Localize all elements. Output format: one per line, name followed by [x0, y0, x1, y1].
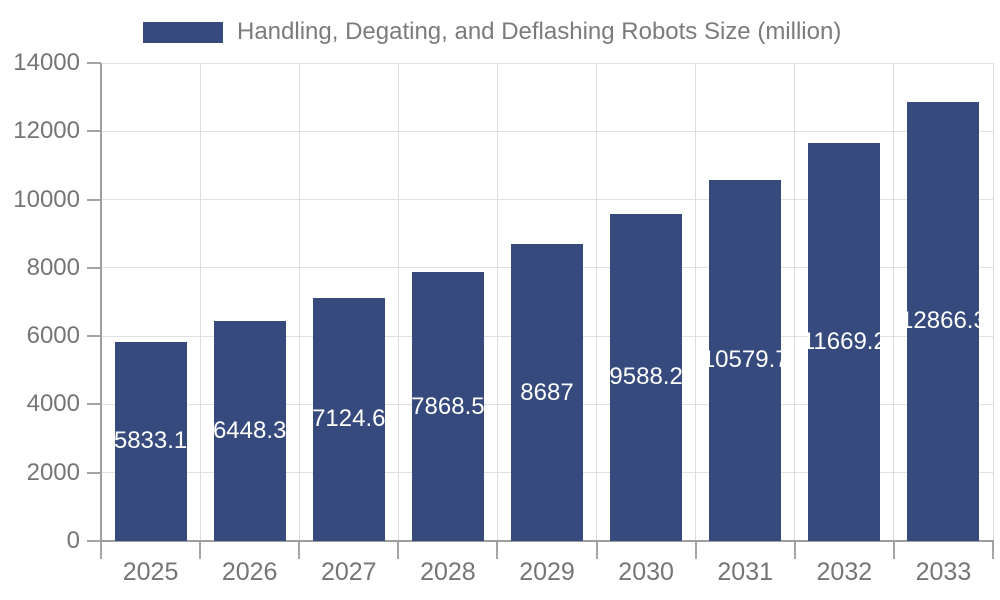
bar-value-label: 6448.3	[213, 416, 286, 444]
legend-label: Handling, Degating, and Deflashing Robot…	[237, 18, 842, 45]
bar-2032[interactable]: 11669.2	[808, 142, 881, 541]
gridline-vertical	[298, 63, 300, 541]
y-axis-tick-mark	[87, 62, 101, 64]
x-tick-label: 2029	[519, 558, 575, 586]
bar-value-label: 10579.7	[709, 346, 781, 374]
bar-2027[interactable]: 7124.6	[312, 297, 385, 541]
y-axis-tick-mark	[87, 198, 101, 201]
x-tick-label: 2028	[420, 558, 476, 586]
bar-value-label: 9588.2	[610, 363, 683, 391]
y-axis-tick-mark	[87, 335, 101, 338]
x-axis-tick-mark	[892, 541, 895, 559]
gridline-vertical	[199, 63, 201, 541]
y-axis-line	[100, 63, 102, 541]
x-axis-tick-mark	[397, 541, 400, 559]
x-axis-tick-mark	[100, 541, 102, 559]
x-tick-label: 2030	[618, 558, 674, 586]
bar-value-label: 7124.6	[312, 405, 385, 433]
gridline-vertical	[496, 63, 498, 541]
x-axis-tick-mark	[199, 541, 202, 559]
x-tick-label: 2026	[221, 558, 278, 586]
x-axis-line	[100, 540, 994, 542]
gridline-horizontal	[101, 62, 993, 64]
x-tick-label: 2027	[320, 558, 377, 586]
y-axis-tick-mark	[87, 403, 101, 406]
y-axis-tick-mark	[87, 266, 101, 269]
y-tick-label: 4000	[26, 390, 80, 418]
y-axis-tick-mark	[87, 471, 101, 474]
bar-2028[interactable]: 7868.5	[411, 272, 484, 541]
x-tick-label: 2025	[122, 558, 179, 586]
y-tick-label: 12000	[13, 117, 80, 145]
gridline-vertical	[992, 63, 994, 541]
gridline-horizontal	[101, 199, 993, 201]
bar-value-label: 7868.5	[411, 392, 484, 420]
x-tick-label: 2031	[717, 558, 774, 586]
y-tick-label: 8000	[26, 253, 80, 281]
gridline-vertical	[397, 63, 399, 541]
y-axis-tick-mark	[87, 540, 101, 542]
y-tick-label: 2000	[26, 458, 80, 486]
gridline-vertical	[596, 63, 598, 541]
bar-value-label: 12866.3	[907, 307, 979, 335]
bar-2026[interactable]: 6448.3	[213, 320, 286, 541]
x-axis-tick-mark	[496, 541, 499, 559]
gridline-horizontal	[101, 130, 993, 132]
gridline-vertical	[893, 63, 895, 541]
legend-item[interactable]: Handling, Degating, and Deflashing Robot…	[143, 18, 841, 46]
y-axis-tick-mark	[87, 130, 101, 133]
x-tick-label: 2032	[816, 558, 873, 586]
y-tick-label: 14000	[13, 49, 80, 76]
x-axis-tick-mark	[595, 541, 598, 559]
bar-2033[interactable]: 12866.3	[907, 101, 980, 541]
y-tick-label: 6000	[26, 322, 80, 350]
bar-value-label: 11669.2	[808, 327, 881, 355]
legend-swatch	[143, 21, 223, 43]
gridline-vertical	[794, 63, 796, 541]
x-axis-tick-mark	[992, 541, 994, 559]
y-tick-label: 0	[66, 527, 80, 554]
y-tick-label: 10000	[13, 185, 80, 213]
x-axis-tick-mark	[298, 541, 301, 559]
bar-value-label: 8687	[520, 378, 574, 406]
x-tick-label: 2033	[915, 558, 972, 586]
bar-2029[interactable]: 8687	[511, 244, 583, 541]
bar-2030[interactable]: 9588.2	[610, 213, 683, 541]
x-axis-tick-mark	[694, 541, 697, 559]
gridline-vertical	[695, 63, 697, 541]
bar-2025[interactable]: 5833.1	[114, 341, 187, 541]
bar-value-label: 5833.1	[114, 427, 187, 455]
x-axis-tick-mark	[793, 541, 796, 559]
bar-2031[interactable]: 10579.7	[709, 179, 782, 541]
